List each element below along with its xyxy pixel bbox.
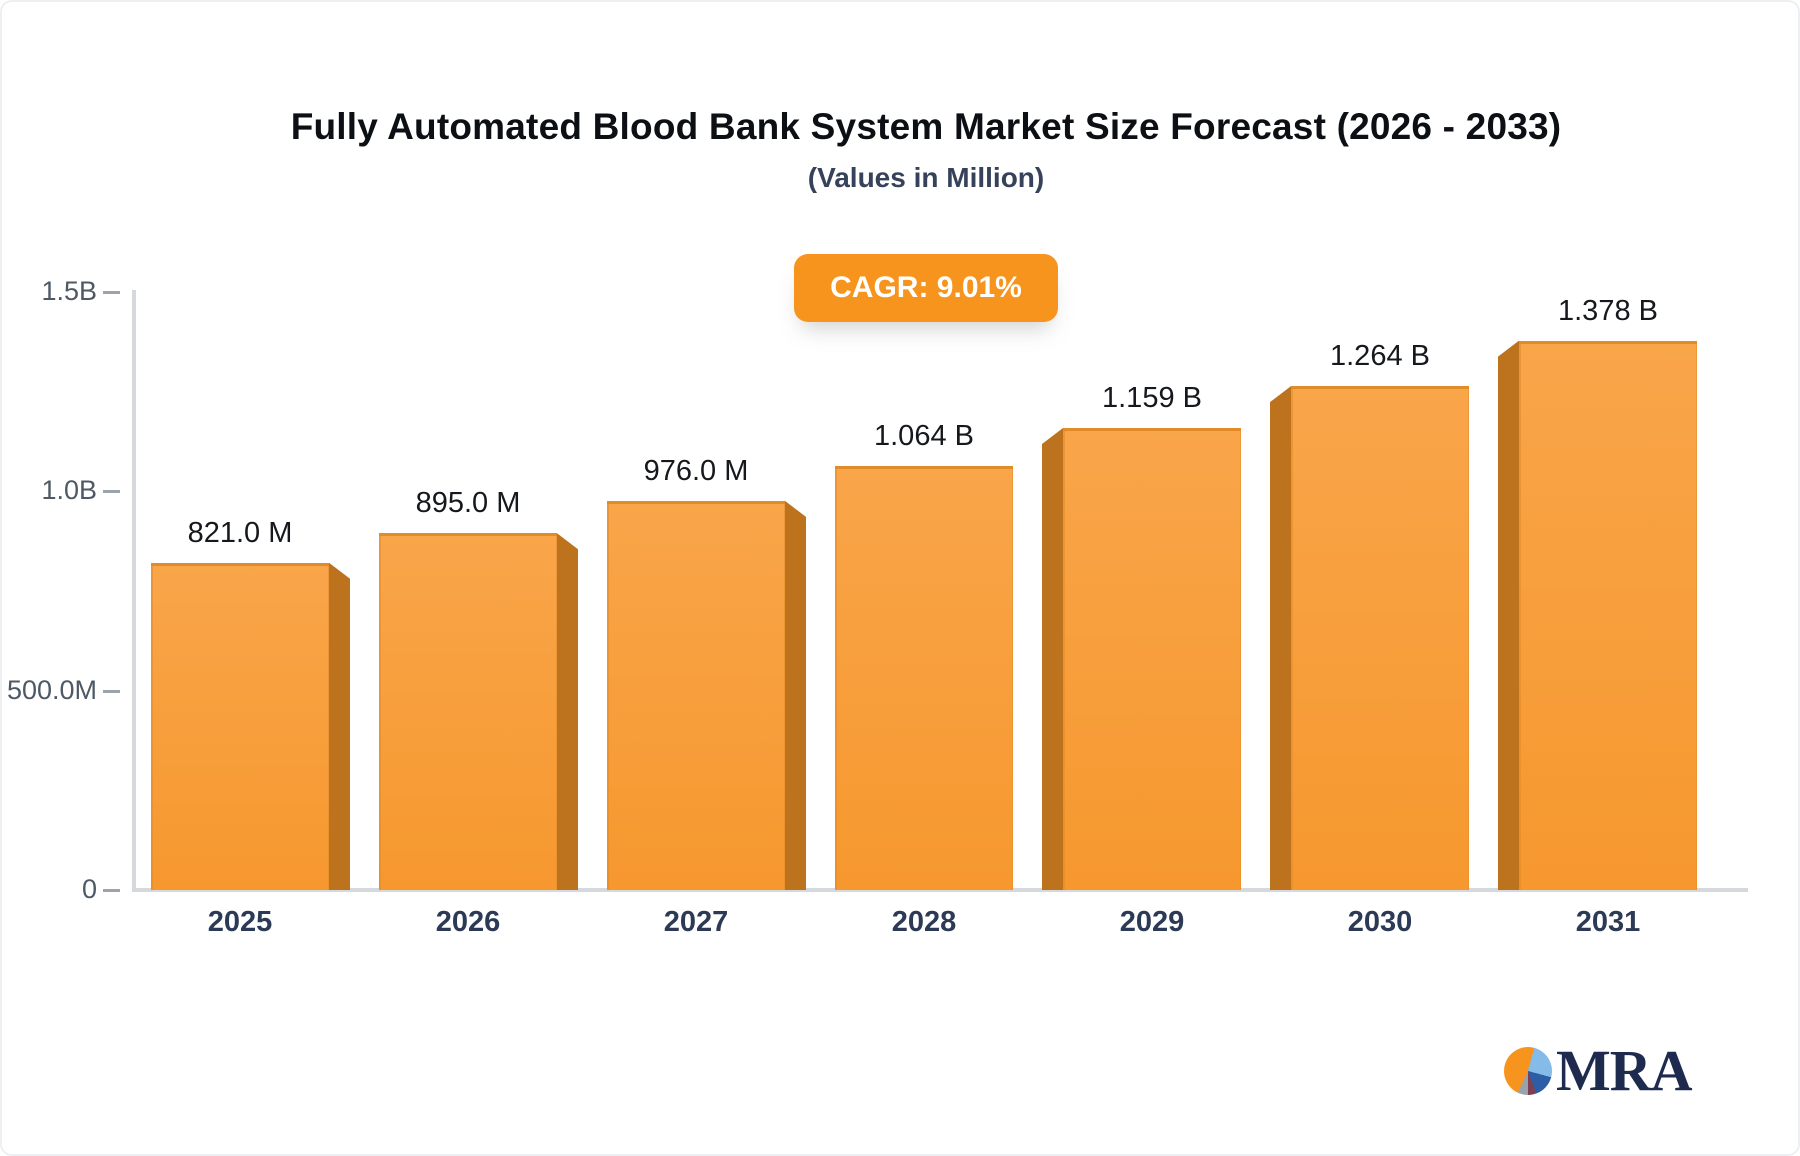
bar-2029[interactable]: [1063, 427, 1241, 890]
x-axis-label: 2027: [663, 906, 729, 938]
bar-side-face: [557, 533, 578, 890]
x-axis-label: 2029: [1119, 906, 1185, 938]
logo-pie-icon: [1504, 1047, 1552, 1095]
y-axis-line: [132, 290, 136, 892]
bar-2026[interactable]: [379, 533, 557, 890]
bar-side-face: [1042, 427, 1063, 890]
bar-side-face: [785, 500, 806, 890]
x-axis-label: 2025: [207, 906, 273, 938]
bar-value-label: 1.378 B: [1558, 294, 1658, 327]
bar-2030[interactable]: [1291, 386, 1469, 890]
bar-2028[interactable]: [835, 465, 1013, 890]
chart-title: Fully Automated Blood Bank System Market…: [290, 106, 1562, 147]
x-axis-label: 2026: [435, 906, 501, 938]
y-tick-dash: [103, 490, 120, 494]
x-axis-label: 2028: [891, 906, 957, 938]
bar-value-label: 821.0 M: [187, 516, 293, 549]
y-tick-label: 0: [81, 874, 97, 904]
mra-logo: MRA: [1504, 1038, 1693, 1103]
bar-side-face: [1270, 386, 1291, 890]
bar-value-label: 976.0 M: [643, 454, 749, 487]
y-tick-dash: [103, 689, 120, 693]
cagr-badge-row: CAGR: 9.01%: [54, 254, 1798, 322]
logo-text: MRA: [1556, 1038, 1693, 1103]
cagr-badge: CAGR: 9.01%: [794, 254, 1058, 322]
bar-2031[interactable]: [1519, 340, 1697, 890]
y-tick-label: 1.0B: [41, 475, 97, 506]
x-axis-line: [132, 888, 1748, 892]
bar-side-face: [329, 562, 350, 890]
y-tick-label: 1.5B: [41, 276, 97, 306]
x-axis-label: 2030: [1347, 906, 1413, 938]
bar-side-face: [1498, 340, 1519, 890]
bar-value-label: 1.159 B: [1102, 381, 1202, 414]
bar-value-label: 1.064 B: [874, 419, 974, 452]
x-axis-label: 2031: [1575, 906, 1641, 938]
chart-subtitle: (Values in Million): [807, 162, 1045, 193]
bar-2027[interactable]: [607, 500, 785, 890]
y-tick-dash: [103, 889, 120, 892]
bar-value-label: 895.0 M: [415, 487, 521, 520]
y-tick-dash: [103, 291, 120, 294]
bar-value-label: 1.264 B: [1330, 340, 1430, 373]
bar-2025[interactable]: [151, 562, 329, 890]
y-tick-label: 500.0M: [6, 674, 97, 705]
